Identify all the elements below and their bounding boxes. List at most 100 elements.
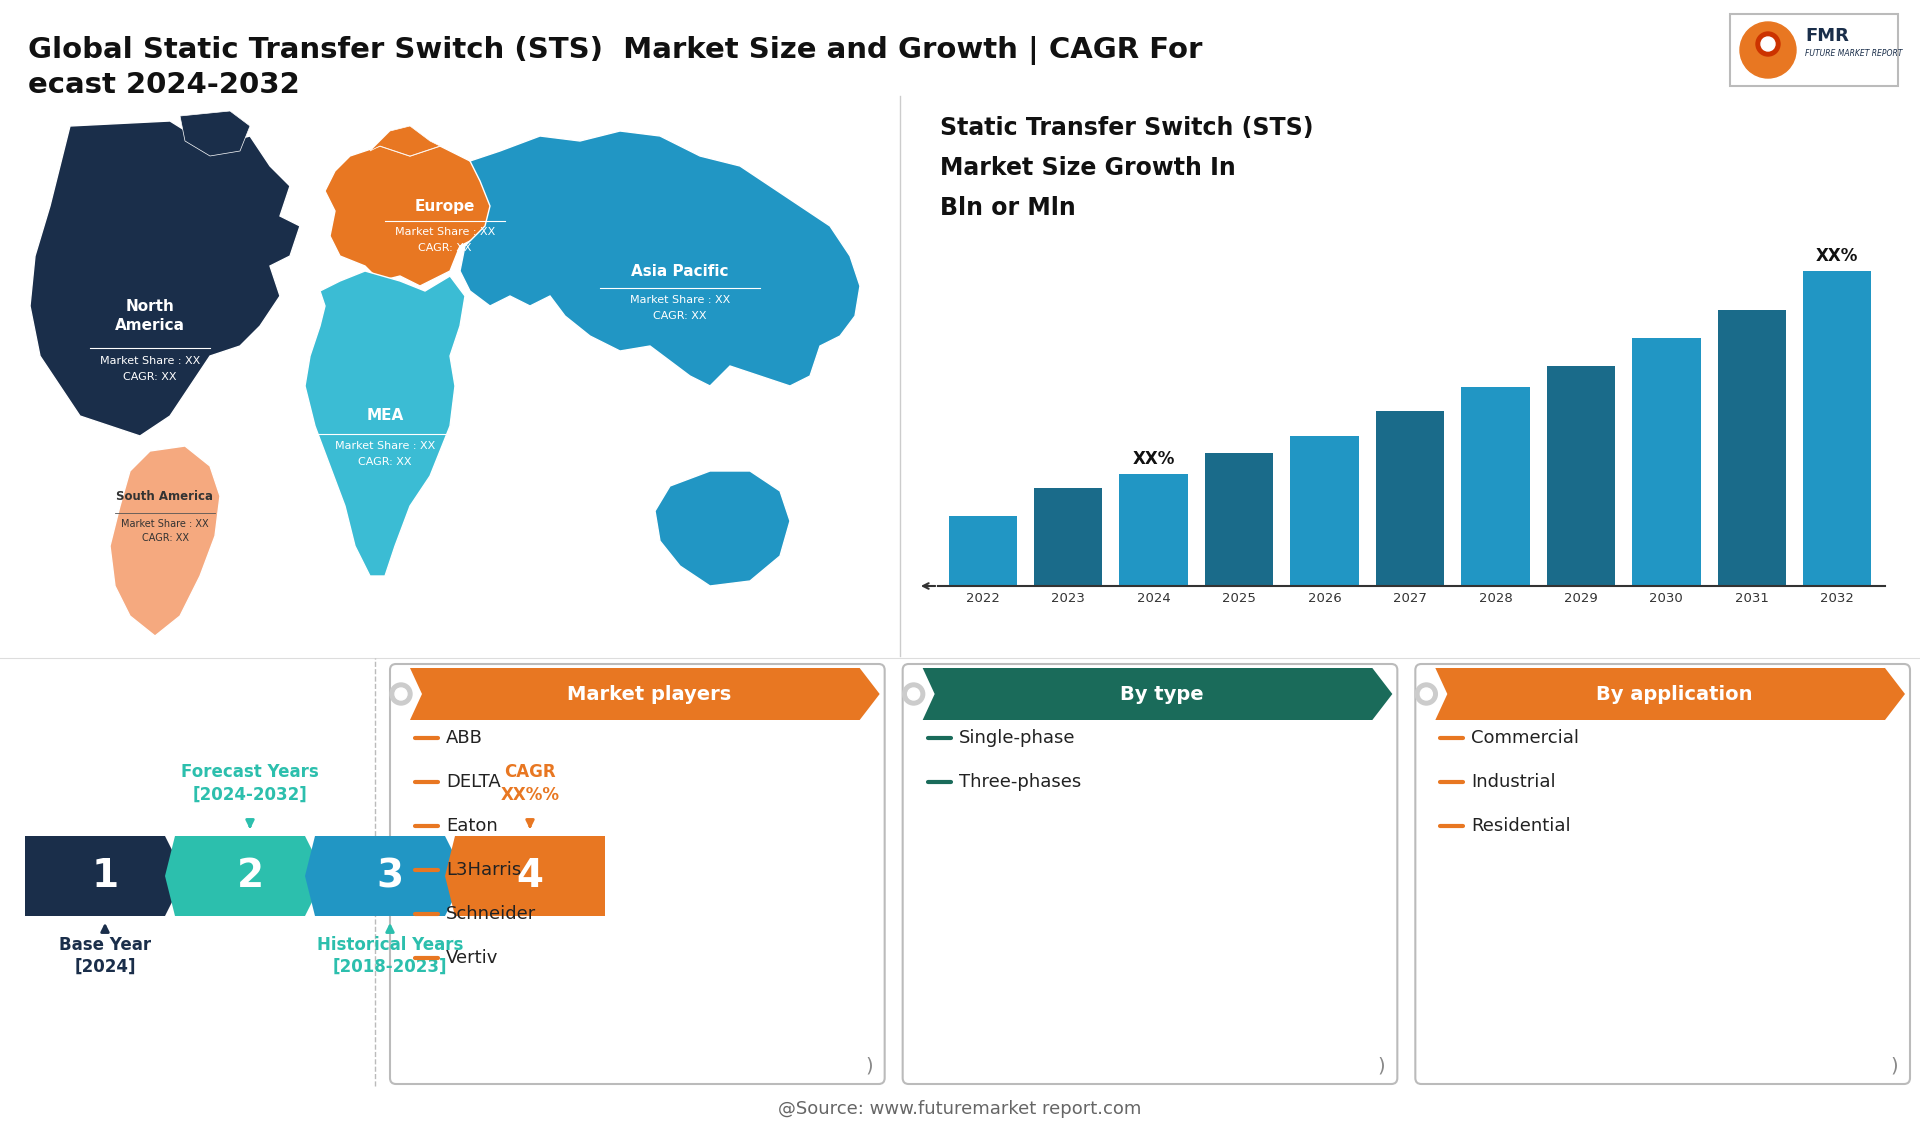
Bar: [1377, 411, 1444, 586]
Circle shape: [1421, 688, 1432, 700]
Text: 2022: 2022: [966, 592, 1000, 605]
FancyBboxPatch shape: [1415, 664, 1910, 1084]
Text: CAGR: XX: CAGR: XX: [653, 311, 707, 321]
Text: DELTA: DELTA: [445, 774, 501, 791]
Text: [2018-2023]: [2018-2023]: [332, 958, 447, 976]
Text: Single-phase: Single-phase: [958, 729, 1075, 747]
Text: Global Static Transfer Switch (STS)  Market Size and Growth | CAGR For: Global Static Transfer Switch (STS) Mark…: [29, 36, 1202, 65]
Polygon shape: [461, 131, 860, 386]
Polygon shape: [445, 835, 605, 916]
Text: Market Share : XX: Market Share : XX: [100, 356, 200, 366]
Text: 2025: 2025: [1223, 592, 1256, 605]
Text: North
America: North America: [115, 299, 184, 332]
Polygon shape: [411, 668, 879, 720]
Text: Asia Pacific: Asia Pacific: [632, 264, 730, 278]
Polygon shape: [371, 126, 440, 156]
Text: @Source: www.futuremarket report.com: @Source: www.futuremarket report.com: [778, 1100, 1142, 1118]
Text: Bln or Mln: Bln or Mln: [941, 196, 1075, 220]
Text: CAGR: XX: CAGR: XX: [359, 457, 411, 468]
Text: 3: 3: [376, 857, 403, 895]
Text: 2026: 2026: [1308, 592, 1342, 605]
Bar: [948, 516, 1018, 586]
Polygon shape: [180, 111, 250, 156]
Text: [2024-2032]: [2024-2032]: [192, 786, 307, 804]
Circle shape: [1761, 37, 1774, 52]
Text: Market Share : XX: Market Share : XX: [630, 295, 730, 305]
Text: ): ): [1379, 1057, 1386, 1076]
Bar: [1206, 453, 1273, 586]
Text: Base Year: Base Year: [60, 936, 152, 953]
Polygon shape: [165, 835, 324, 916]
Circle shape: [390, 683, 413, 705]
Text: Residential: Residential: [1471, 817, 1571, 835]
Text: CAGR: XX: CAGR: XX: [419, 243, 472, 253]
Text: Eaton: Eaton: [445, 817, 497, 835]
FancyBboxPatch shape: [390, 664, 885, 1084]
Text: Three-phases: Three-phases: [958, 774, 1081, 791]
Text: 1: 1: [92, 857, 119, 895]
Bar: [1730, 14, 1899, 86]
Text: By type: By type: [1119, 684, 1204, 704]
Text: ABB: ABB: [445, 729, 482, 747]
Polygon shape: [31, 121, 300, 435]
Text: Europe: Europe: [415, 198, 474, 213]
Text: CAGR: CAGR: [505, 763, 555, 782]
Polygon shape: [305, 270, 465, 576]
Text: Historical Years: Historical Years: [317, 936, 463, 953]
Text: ): ): [866, 1057, 874, 1076]
Text: Commercial: Commercial: [1471, 729, 1580, 747]
Text: ): ): [1891, 1057, 1899, 1076]
Text: Market Size Growth In: Market Size Growth In: [941, 156, 1236, 180]
Text: CAGR: XX: CAGR: XX: [142, 533, 188, 543]
Text: XX%%: XX%%: [501, 786, 559, 804]
Circle shape: [1415, 683, 1438, 705]
Text: 4: 4: [516, 857, 543, 895]
Polygon shape: [109, 446, 221, 636]
Polygon shape: [924, 668, 1392, 720]
Polygon shape: [324, 146, 499, 286]
Circle shape: [902, 683, 925, 705]
Circle shape: [396, 688, 407, 700]
Text: By application: By application: [1596, 684, 1753, 704]
Text: XX%: XX%: [1133, 450, 1175, 468]
Bar: [1548, 366, 1615, 586]
Text: 2: 2: [236, 857, 263, 895]
Text: 2028: 2028: [1478, 592, 1513, 605]
Text: 2024: 2024: [1137, 592, 1171, 605]
Text: Market Share : XX: Market Share : XX: [334, 441, 436, 452]
Text: Industrial: Industrial: [1471, 774, 1555, 791]
Circle shape: [1740, 22, 1795, 78]
Text: 2031: 2031: [1736, 592, 1768, 605]
Bar: [1035, 488, 1102, 586]
Text: 2030: 2030: [1649, 592, 1684, 605]
Text: South America: South America: [117, 489, 213, 502]
Text: FUTURE MARKET REPORT: FUTURE MARKET REPORT: [1805, 49, 1903, 58]
Text: FMR: FMR: [1805, 28, 1849, 45]
Bar: [1718, 309, 1786, 586]
Polygon shape: [25, 835, 184, 916]
Text: XX%: XX%: [1816, 248, 1859, 265]
Text: 2032: 2032: [1820, 592, 1855, 605]
Text: 2027: 2027: [1394, 592, 1427, 605]
Circle shape: [908, 688, 920, 700]
Bar: [1803, 272, 1872, 586]
Bar: [1632, 338, 1701, 586]
Text: 2023: 2023: [1052, 592, 1085, 605]
Text: CAGR: XX: CAGR: XX: [123, 372, 177, 382]
Polygon shape: [305, 835, 465, 916]
Text: Market Share : XX: Market Share : XX: [396, 227, 495, 237]
Text: L3Harris: L3Harris: [445, 861, 520, 879]
Text: Market players: Market players: [566, 684, 732, 704]
Polygon shape: [655, 471, 789, 586]
Bar: [1119, 474, 1188, 586]
Text: [2024]: [2024]: [75, 958, 136, 976]
Text: MEA: MEA: [367, 408, 403, 424]
Text: Vertiv: Vertiv: [445, 949, 499, 967]
Text: ecast 2024-2032: ecast 2024-2032: [29, 71, 300, 99]
Bar: [1461, 386, 1530, 586]
Text: Schneider: Schneider: [445, 905, 536, 923]
Circle shape: [1757, 32, 1780, 56]
Text: Forecast Years: Forecast Years: [180, 763, 319, 782]
Text: 2029: 2029: [1565, 592, 1597, 605]
Polygon shape: [1436, 668, 1905, 720]
